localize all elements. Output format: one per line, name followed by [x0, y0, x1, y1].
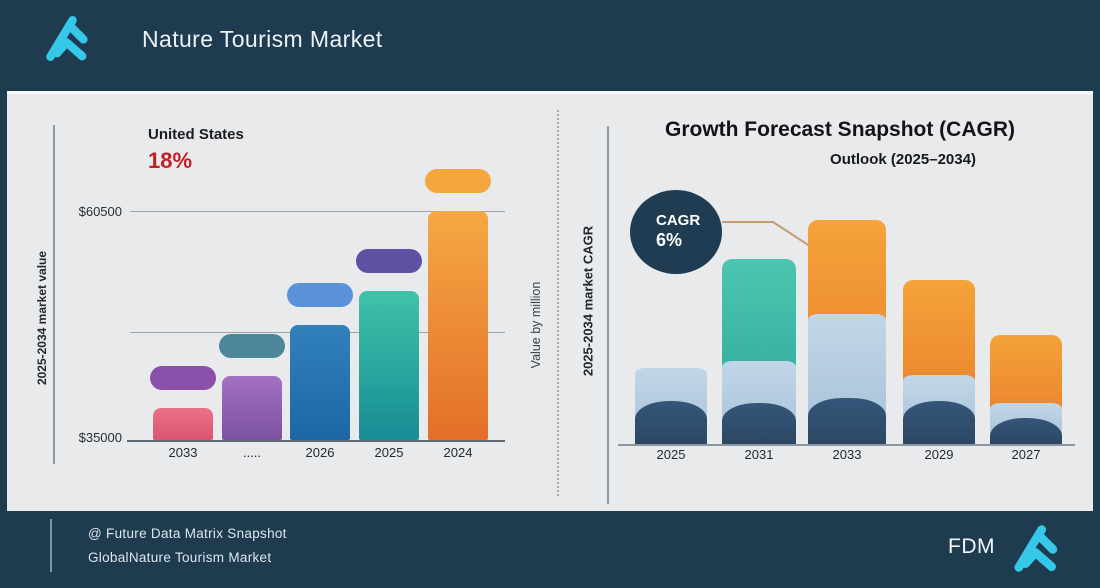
- right-chart-subtitle: Outlook (2025–2034): [830, 151, 976, 168]
- bar-2033: [153, 407, 213, 440]
- left-chart-title: United States: [148, 126, 244, 143]
- left-chart-plot-area: 2033..... 2026 2025 2024: [7, 94, 1093, 514]
- cagr-badge-value: 6%: [656, 230, 683, 251]
- x-tick-label: 2031: [744, 447, 774, 462]
- bar-floating-cap: [287, 283, 353, 308]
- left-y-axis-line: [53, 125, 55, 464]
- bar-floating-cap: [425, 169, 491, 193]
- x-tick-label: 2033: [168, 445, 198, 460]
- bar-2026: [290, 325, 350, 440]
- right-x-axis-line: [618, 444, 1075, 446]
- cagr-badge: CAGR 6%: [630, 190, 722, 274]
- x-tick-label: 2029: [924, 447, 954, 462]
- bar-floating-cap: [356, 248, 422, 273]
- header: Nature Tourism Market: [0, 0, 1100, 91]
- x-tick-label: 2033: [832, 447, 862, 462]
- cagr-badge-label: CAGR: [656, 212, 701, 230]
- bar-segment-navy: [722, 403, 796, 444]
- panel-divider: [557, 110, 559, 496]
- gridline-60500: [130, 211, 505, 212]
- bar-floating-cap: [219, 334, 285, 359]
- footer-divider: [50, 519, 52, 572]
- bar-floating-cap: [150, 365, 216, 390]
- brand-logo-icon: [1014, 525, 1058, 572]
- x-tick-label: .....: [242, 445, 262, 460]
- x-tick-label: 2025: [656, 447, 686, 462]
- x-tick-label: 2027: [1011, 447, 1041, 462]
- footer: @ Future Data Matrix Snapshot GlobalNatu…: [0, 511, 1100, 588]
- brand-logo-icon: [46, 16, 88, 61]
- left-x-axis-line: [127, 440, 505, 442]
- bar-segment-navy: [990, 418, 1062, 444]
- right-chart-title: Growth Forecast Snapshot (CAGR): [664, 118, 1016, 141]
- bar-.....: [222, 376, 282, 440]
- bar-segment-navy: [808, 398, 886, 444]
- bar-2024: [428, 211, 488, 440]
- bar-segment-navy: [903, 401, 975, 444]
- charts-panel: 2025-2034 market value United States 18%…: [7, 91, 1093, 511]
- x-tick-label: 2025: [374, 445, 404, 460]
- right-chart-plot-area: 2025 2031 2033 2029 2027: [7, 94, 1093, 514]
- growth-highlight-value: 18%: [148, 148, 193, 173]
- y-tick-label-bottom: $35000: [78, 430, 122, 445]
- footer-subject: GlobalNature Tourism Market: [88, 550, 272, 565]
- right-y-axis-line: [607, 126, 609, 504]
- y-tick-label-top: $60500: [78, 204, 122, 219]
- page-title: Nature Tourism Market: [142, 26, 383, 52]
- x-tick-label: 2026: [305, 445, 335, 460]
- bar-segment-navy: [635, 401, 707, 444]
- footer-attribution: @ Future Data Matrix Snapshot: [88, 526, 287, 541]
- footer-brand-text: FDM: [948, 535, 995, 558]
- x-tick-label: 2024: [443, 445, 473, 460]
- bar-2025: [359, 290, 419, 440]
